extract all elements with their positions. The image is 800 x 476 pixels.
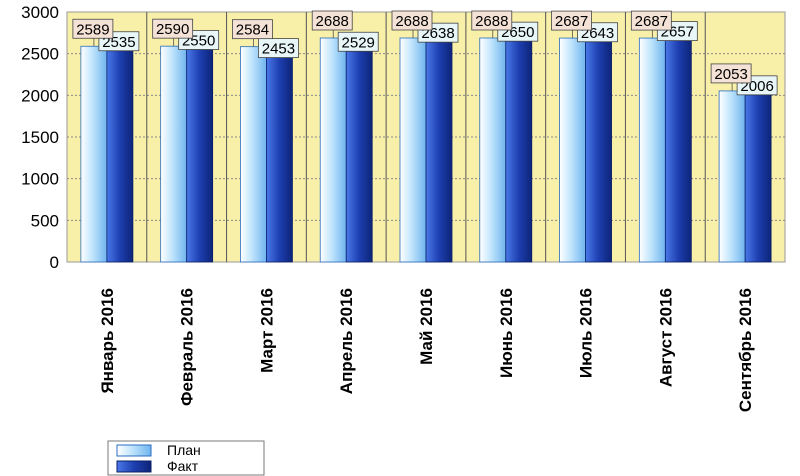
category-separators: [146, 12, 706, 262]
bars: [80, 37, 772, 263]
x-category-label: Апрель 2016: [337, 288, 356, 394]
data-label-plan: 2687: [630, 10, 672, 39]
data-label-plan: 2584: [232, 19, 273, 47]
legend-label-fact: Факт: [167, 458, 199, 474]
svg-text:2688: 2688: [395, 13, 428, 30]
svg-text:2589: 2589: [76, 21, 109, 38]
bar-plan: [718, 90, 746, 263]
data-label-plan: 2687: [551, 10, 592, 39]
bar-plan: [638, 37, 666, 263]
bar-plan: [160, 45, 188, 263]
svg-text:2584: 2584: [236, 22, 269, 39]
x-axis-categories: Январь 2016 Февраль 2016 Март 2016 Апрель 2…: [98, 288, 755, 412]
y-tick-label: 0: [50, 253, 59, 272]
svg-text:2053: 2053: [714, 66, 747, 83]
y-axis-ticks: 0 500 1000 1500 2000 2500 3000: [21, 3, 59, 272]
x-category-label: Май 2016: [417, 288, 436, 365]
y-tick-label: 1000: [21, 170, 59, 189]
data-label-plan: 2688: [311, 10, 353, 38]
bar-plan: [240, 46, 267, 263]
legend: План Факт: [107, 440, 265, 476]
data-label-plan: 2590: [152, 18, 194, 47]
bar-fact: [425, 41, 453, 263]
bar-plan: [559, 37, 586, 263]
data-label-plan: 2589: [72, 18, 114, 47]
bar-fact: [744, 94, 772, 263]
x-category-label: Июнь 2016: [497, 288, 516, 378]
svg-text:2688: 2688: [475, 13, 508, 30]
svg-text:2453: 2453: [262, 41, 295, 58]
bar-fact: [106, 50, 134, 263]
y-tick-label: 500: [31, 211, 59, 230]
y-tick-label: 2000: [21, 86, 59, 105]
data-label-plan: 2688: [471, 10, 513, 38]
x-category-label: Август 2016: [656, 288, 675, 387]
data-label-plan: 2688: [391, 10, 433, 38]
svg-text:2687: 2687: [635, 13, 668, 30]
x-category-label: Январь 2016: [98, 288, 117, 394]
bar-fact: [664, 40, 692, 263]
legend-label-plan: План: [167, 442, 201, 458]
y-tick-label: 2500: [21, 45, 59, 64]
svg-text:2688: 2688: [316, 13, 349, 30]
y-tick-label: 1500: [21, 128, 59, 147]
x-category-label: Сентябрь 2016: [736, 288, 755, 412]
bar-fact: [345, 50, 373, 263]
data-label-fact: 2529: [337, 31, 379, 52]
svg-text:2590: 2590: [156, 21, 189, 38]
x-category-label: Февраль 2016: [178, 288, 197, 406]
bar-fact: [585, 41, 612, 263]
data-label-fact: 2453: [258, 38, 299, 58]
x-category-label: Март 2016: [257, 288, 276, 373]
y-tick-label: 3000: [21, 3, 59, 22]
svg-text:2529: 2529: [342, 34, 375, 51]
legend-swatch-fact: [116, 460, 152, 473]
bar-plan: [479, 37, 507, 263]
bar-plan: [80, 45, 108, 263]
bar-plan: [399, 37, 427, 263]
legend-swatch-plan: [116, 444, 152, 457]
bar-plan: [319, 37, 347, 263]
bar-fact: [186, 49, 214, 263]
svg-text:2687: 2687: [555, 13, 588, 30]
data-label-plan: 2053: [710, 63, 752, 91]
bar-fact: [505, 40, 533, 263]
x-category-label: Июль 2016: [577, 288, 596, 378]
bar-fact: [266, 57, 293, 263]
